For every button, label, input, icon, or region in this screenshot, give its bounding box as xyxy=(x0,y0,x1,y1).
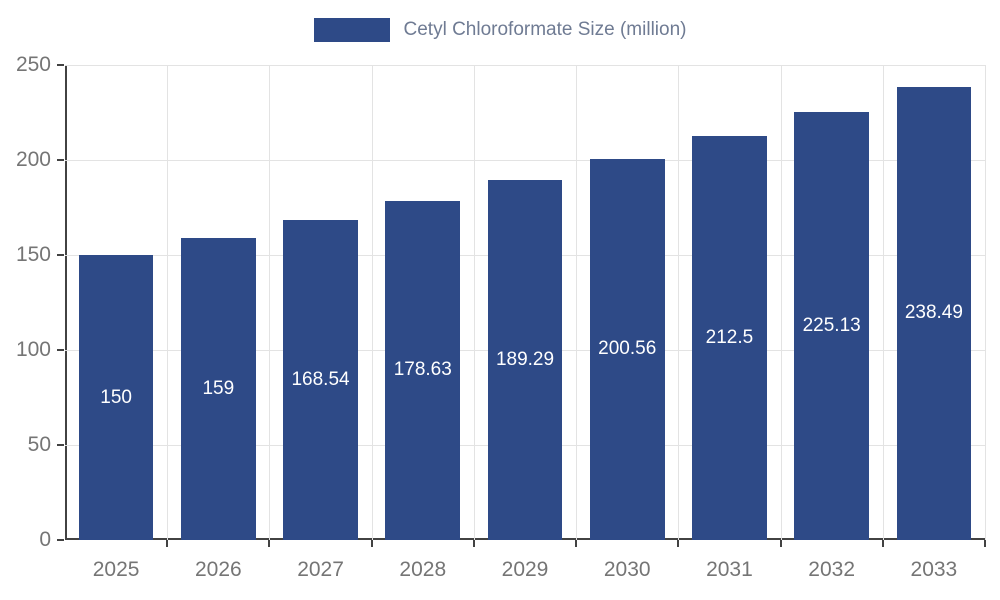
bar xyxy=(385,200,461,540)
bar-value-label: 168.54 xyxy=(291,368,350,390)
bar xyxy=(692,136,767,540)
bar-value-label: 212.5 xyxy=(705,327,754,349)
bar xyxy=(78,255,154,540)
x-axis-tick-label: 2030 xyxy=(603,558,651,581)
y-axis-tick-mark xyxy=(57,444,64,446)
x-axis-tick-label: 2027 xyxy=(297,558,344,581)
bar xyxy=(283,219,358,540)
x-axis-tick-mark xyxy=(779,540,782,547)
bar-value-label: 178.63 xyxy=(393,359,452,381)
x-axis-tick-label: 2029 xyxy=(501,558,549,581)
bar-value-label: 150 xyxy=(100,386,132,408)
y-axis-tick-mark xyxy=(57,349,64,351)
y-axis-tick-label: 150 xyxy=(15,243,51,266)
legend: Cetyl Chloroformate Size (million) xyxy=(0,18,1000,42)
y-axis-tick-label: 250 xyxy=(15,53,51,76)
bar xyxy=(794,112,869,540)
y-axis-tick-mark xyxy=(57,539,64,541)
x-axis-tick-mark xyxy=(472,540,475,547)
y-axis-tick-mark xyxy=(57,254,64,256)
bar xyxy=(896,86,972,540)
x-axis-tick-label: 2032 xyxy=(808,558,856,581)
y-axis-tick-mark xyxy=(57,159,64,161)
y-axis-tick-label: 100 xyxy=(15,338,51,361)
legend-swatch xyxy=(313,18,390,42)
x-axis-tick-mark xyxy=(984,540,986,547)
legend-label: Cetyl Chloroformate Size (million) xyxy=(403,19,687,40)
x-axis-tick-mark xyxy=(268,540,271,547)
x-axis-tick-label: 2026 xyxy=(194,558,242,581)
y-axis-tick-label: 0 xyxy=(39,528,51,551)
x-gridline xyxy=(985,65,986,540)
x-axis-tick-label: 2031 xyxy=(706,558,753,581)
bar-value-label: 238.49 xyxy=(904,302,963,324)
bar-value-label: 159 xyxy=(202,377,235,399)
x-axis-tick-label: 2028 xyxy=(399,558,447,581)
x-axis-tick-label: 2025 xyxy=(92,558,140,581)
x-axis-tick-mark xyxy=(166,540,169,547)
x-axis-tick-mark xyxy=(575,540,578,547)
bar-value-label: 200.56 xyxy=(598,338,657,360)
x-axis-tick-mark xyxy=(370,540,373,547)
y-axis-tick-label: 200 xyxy=(15,148,51,171)
bar xyxy=(487,180,563,540)
x-axis-tick-label: 2033 xyxy=(910,558,958,581)
bar xyxy=(589,158,665,540)
x-axis-tick-mark xyxy=(881,540,884,547)
y-axis-tick-label: 50 xyxy=(27,433,51,456)
bar-value-label: 225.13 xyxy=(802,315,861,337)
x-axis-tick-mark xyxy=(677,540,680,547)
bar xyxy=(181,237,256,540)
y-axis-tick-mark xyxy=(57,64,64,66)
bar-value-label: 189.29 xyxy=(495,349,555,371)
